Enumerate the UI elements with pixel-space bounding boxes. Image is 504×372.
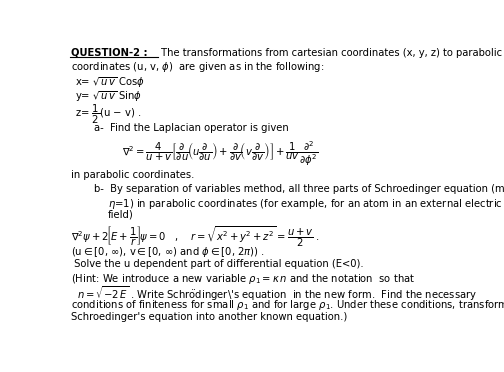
Text: The transformations from cartesian coordinates (x, y, z) to parabolic: The transformations from cartesian coord… [158, 48, 502, 58]
Text: field): field) [108, 210, 134, 220]
Text: $\nabla^2 = \dfrac{4}{u+v}\left[\dfrac{\partial}{\partial u}\!\left(u\dfrac{\par: $\nabla^2 = \dfrac{4}{u+v}\left[\dfrac{\… [121, 140, 318, 169]
Text: $\nabla^2\psi + 2\!\left[E+\dfrac{1}{r}\right]\!\psi=0$   ,    $r=\sqrt{x^2+y^2+: $\nabla^2\psi + 2\!\left[E+\dfrac{1}{r}\… [71, 224, 320, 249]
Text: b-  By separation of variables method, all three parts of Schroedinger equation : b- By separation of variables method, al… [94, 184, 504, 194]
Text: Solve the u dependent part of differential equation (E<0).: Solve the u dependent part of differenti… [71, 259, 363, 269]
Text: $\eta$=1) in parabolic coordinates (for example, for an atom in an external elec: $\eta$=1) in parabolic coordinates (for … [108, 197, 502, 211]
Text: x= $\sqrt{u\,v}$ Cos$\phi$: x= $\sqrt{u\,v}$ Cos$\phi$ [75, 75, 145, 90]
Text: QUESTION-2 :: QUESTION-2 : [71, 48, 148, 58]
Text: $n=\sqrt{-2\,E}$ . Write Schr$\ddot{\rm o}$dinger\'s equation  in the new form. : $n=\sqrt{-2\,E}$ . Write Schr$\ddot{\rm … [77, 285, 477, 303]
Text: Schroedinger's equation into another known equation.): Schroedinger's equation into another kno… [71, 312, 347, 322]
Text: y= $\sqrt{u\,v}$ Sin$\phi$: y= $\sqrt{u\,v}$ Sin$\phi$ [75, 89, 142, 104]
Text: coordinates (u, v, $\phi$)  are given as in the following:: coordinates (u, v, $\phi$) are given as … [71, 60, 324, 74]
Text: z= $\dfrac{1}{2}$(u $-$ v) .: z= $\dfrac{1}{2}$(u $-$ v) . [75, 103, 141, 126]
Text: a-  Find the Laplacian operator is given: a- Find the Laplacian operator is given [94, 122, 289, 132]
Text: (Hint: We introduce a new variable $\rho_1 = \kappa\,n$ and the notation  so tha: (Hint: We introduce a new variable $\rho… [71, 272, 415, 286]
Text: (u$\in$[0, $\infty$), v$\in$[0, $\infty$) and $\phi\in$[0, 2$\pi$)) .: (u$\in$[0, $\infty$), v$\in$[0, $\infty$… [71, 244, 265, 259]
Text: in parabolic coordinates.: in parabolic coordinates. [71, 170, 194, 180]
Text: conditions of finiteness for small $\rho_1$ and for large $\rho_1$. Under these : conditions of finiteness for small $\rho… [71, 298, 504, 312]
